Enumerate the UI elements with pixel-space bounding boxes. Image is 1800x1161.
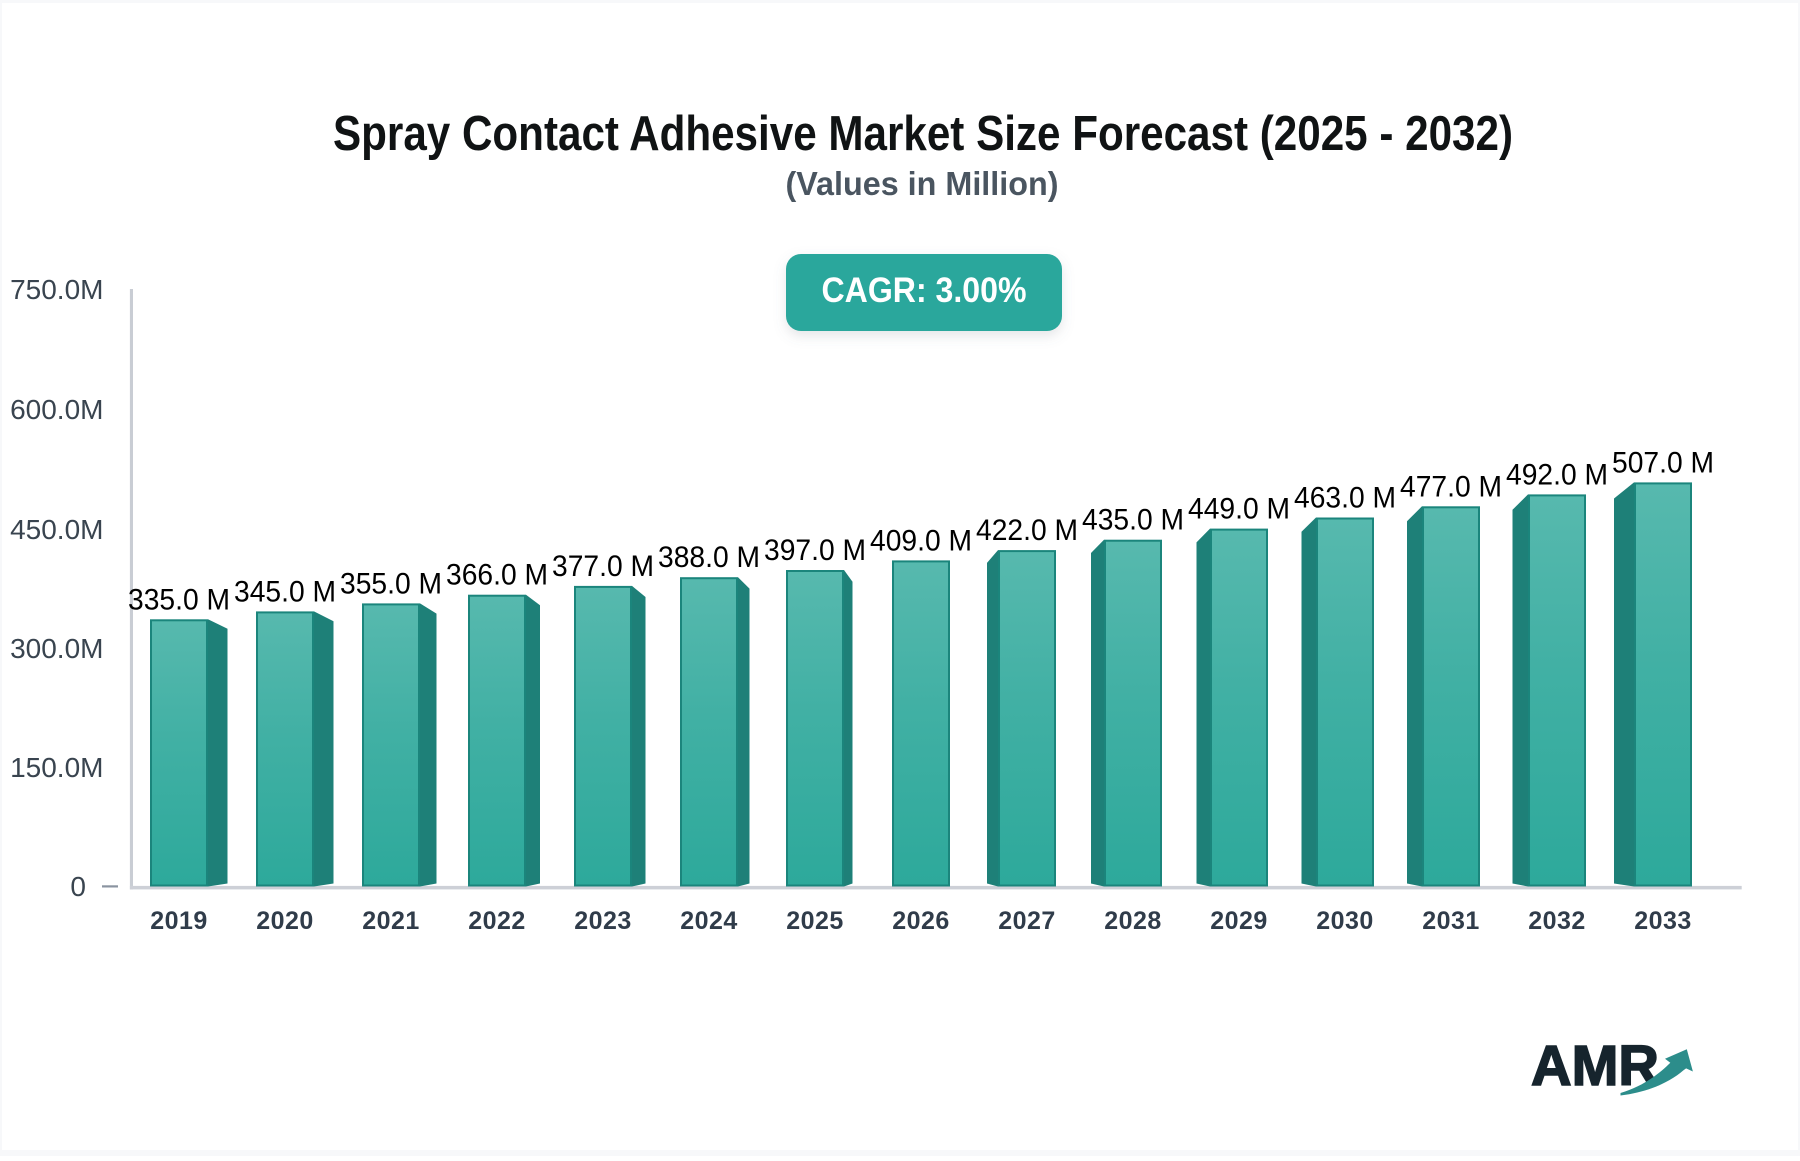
svg-text:2027: 2027 bbox=[998, 907, 1056, 935]
svg-text:463.0 M: 463.0 M bbox=[1294, 482, 1396, 515]
svg-text:150.0M: 150.0M bbox=[10, 752, 103, 783]
svg-text:0: 0 bbox=[70, 871, 86, 902]
svg-text:2019: 2019 bbox=[150, 907, 208, 935]
svg-text:355.0 M: 355.0 M bbox=[340, 567, 442, 600]
svg-text:2029: 2029 bbox=[1210, 907, 1268, 935]
svg-text:2026: 2026 bbox=[892, 907, 950, 935]
svg-text:397.0 M: 397.0 M bbox=[764, 534, 866, 567]
svg-text:435.0 M: 435.0 M bbox=[1082, 504, 1184, 537]
svg-text:750.0M: 750.0M bbox=[10, 274, 103, 305]
svg-text:388.0 M: 388.0 M bbox=[658, 541, 760, 574]
svg-text:345.0 M: 345.0 M bbox=[234, 575, 336, 608]
svg-text:2020: 2020 bbox=[256, 907, 314, 935]
svg-text:507.0 M: 507.0 M bbox=[1612, 446, 1714, 479]
svg-text:2028: 2028 bbox=[1104, 907, 1162, 935]
svg-text:2021: 2021 bbox=[362, 907, 420, 935]
svg-text:422.0 M: 422.0 M bbox=[976, 514, 1078, 547]
svg-text:2023: 2023 bbox=[574, 907, 632, 935]
svg-text:450.0M: 450.0M bbox=[10, 514, 103, 545]
svg-text:449.0 M: 449.0 M bbox=[1188, 493, 1290, 526]
svg-text:477.0 M: 477.0 M bbox=[1400, 470, 1502, 503]
svg-text:Spray Contact Adhesive Market: Spray Contact Adhesive Market Size Forec… bbox=[333, 107, 1513, 161]
svg-text:2025: 2025 bbox=[786, 907, 844, 935]
svg-text:2032: 2032 bbox=[1528, 907, 1586, 935]
svg-text:2033: 2033 bbox=[1634, 907, 1692, 935]
svg-text:2024: 2024 bbox=[680, 907, 738, 935]
svg-text:377.0 M: 377.0 M bbox=[552, 550, 654, 583]
svg-text:(Values in Million): (Values in Million) bbox=[786, 165, 1059, 202]
svg-text:300.0M: 300.0M bbox=[10, 633, 103, 664]
svg-text:409.0 M: 409.0 M bbox=[870, 524, 972, 557]
svg-text:492.0 M: 492.0 M bbox=[1506, 458, 1608, 491]
svg-text:2031: 2031 bbox=[1422, 907, 1480, 935]
svg-text:335.0 M: 335.0 M bbox=[128, 583, 230, 616]
svg-text:2030: 2030 bbox=[1316, 907, 1374, 935]
svg-text:366.0 M: 366.0 M bbox=[446, 559, 548, 592]
svg-text:2022: 2022 bbox=[468, 907, 526, 935]
svg-text:CAGR: 3.00%: CAGR: 3.00% bbox=[822, 271, 1027, 310]
svg-text:600.0M: 600.0M bbox=[10, 394, 103, 425]
